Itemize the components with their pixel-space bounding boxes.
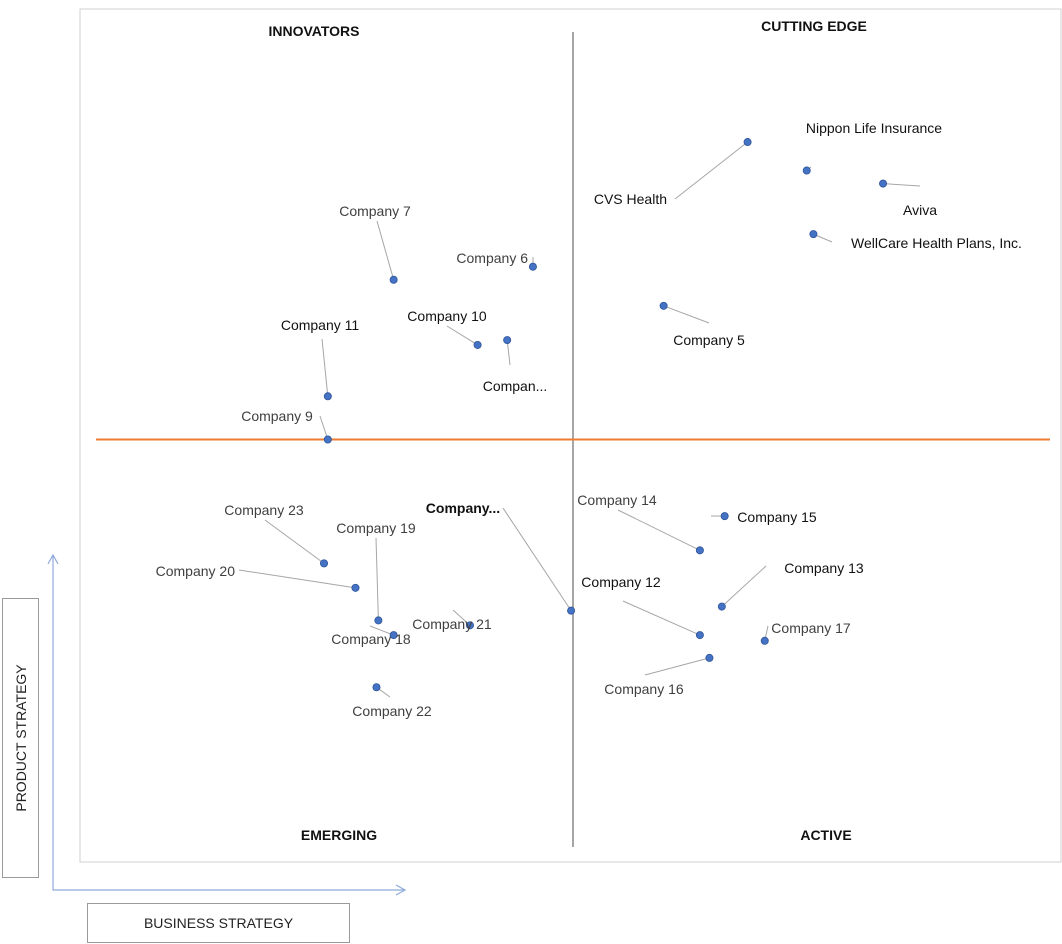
data-label: Company 12 (581, 574, 661, 590)
data-point (720, 512, 729, 521)
data-point (717, 602, 726, 611)
leader-line (721, 565, 767, 607)
leader-lines (238, 141, 921, 698)
plot-border (79, 8, 1062, 863)
data-label: Company 22 (352, 703, 432, 719)
leader-line (238, 569, 356, 589)
data-label: WellCare Health Plans, Inc. (851, 235, 1022, 251)
leader-line (375, 537, 379, 621)
leader-line (617, 509, 701, 551)
data-label: Company 7 (339, 203, 411, 219)
leader-line (674, 141, 748, 200)
quadrant-label-bottom-left: EMERGING (301, 827, 377, 843)
data-point (389, 631, 398, 640)
data-label: Aviva (903, 202, 937, 218)
data-label: Company 11 (281, 317, 360, 333)
quadrant-labels: INNOVATORS CUTTING EDGE EMERGING ACTIVE (268, 18, 866, 843)
leader-line (321, 338, 329, 397)
data-label: Company 9 (241, 408, 313, 424)
data-point (695, 631, 704, 640)
data-label: Company 5 (673, 332, 745, 348)
data-point (743, 138, 752, 147)
data-point (374, 616, 383, 625)
leader-line (446, 325, 478, 346)
data-label: Company... (426, 500, 500, 516)
x-axis-label: BUSINESS STRATEGY (143, 915, 294, 931)
data-point (372, 683, 381, 692)
leader-line (376, 220, 395, 280)
data-label: Company 17 (771, 620, 851, 636)
data-label: Company 14 (577, 492, 657, 508)
leader-line (264, 519, 325, 564)
data-label: Nippon Life Insurance (806, 120, 942, 136)
leader-line (883, 183, 921, 187)
data-label: Company 21 (412, 616, 492, 632)
x-arrow-head (395, 884, 407, 896)
data-label: Company 20 (156, 563, 236, 579)
data-label: Company 13 (784, 560, 864, 576)
data-point (705, 653, 714, 662)
data-point (659, 301, 668, 310)
data-point (809, 230, 818, 239)
data-point (323, 435, 332, 444)
leader-line (369, 625, 394, 636)
data-point (879, 179, 888, 188)
data-point (567, 606, 576, 615)
quadrant-label-top-left: INNOVATORS (268, 23, 359, 39)
axis-arrow-lines (52, 555, 405, 891)
leader-line (663, 305, 710, 324)
x-axis-label-box: BUSINESS STRATEGY (87, 903, 350, 943)
quadrant-label-bottom-right: ACTIVE (800, 827, 851, 843)
data-point (528, 262, 537, 271)
leader-line (502, 507, 572, 611)
data-points (320, 138, 888, 692)
data-label: Company 23 (224, 502, 304, 518)
data-point (351, 583, 360, 592)
quadrant-dividers (96, 32, 1050, 847)
data-point (320, 559, 329, 568)
data-point (695, 546, 704, 555)
leader-line (644, 657, 710, 676)
data-label: CVS Health (594, 191, 667, 207)
axis-arrows (47, 553, 407, 896)
leader-line (622, 600, 701, 636)
y-axis-label: PRODUCT STRATEGY (12, 664, 29, 812)
data-label: Company 18 (331, 631, 411, 647)
leader-line (506, 340, 511, 366)
data-point (503, 336, 512, 345)
y-arrow-head (47, 553, 59, 565)
data-point (323, 392, 332, 401)
data-label: Company 6 (456, 250, 528, 266)
leader-line (319, 415, 329, 440)
data-label: Company 16 (604, 681, 684, 697)
data-point (802, 166, 811, 175)
data-point (389, 275, 398, 284)
data-label: Company 10 (407, 308, 487, 324)
data-point (760, 636, 769, 645)
data-label: Company 15 (737, 509, 817, 525)
y-axis-label-box: PRODUCT STRATEGY (2, 598, 39, 878)
quadrant-label-top-right: CUTTING EDGE (761, 18, 867, 34)
data-label: Company 19 (336, 520, 416, 536)
data-point (465, 621, 474, 630)
data-point (473, 340, 482, 349)
data-label: Compan... (483, 378, 548, 394)
data-labels: Nippon Life Insurance CVS Health Aviva Well… (156, 120, 1022, 719)
